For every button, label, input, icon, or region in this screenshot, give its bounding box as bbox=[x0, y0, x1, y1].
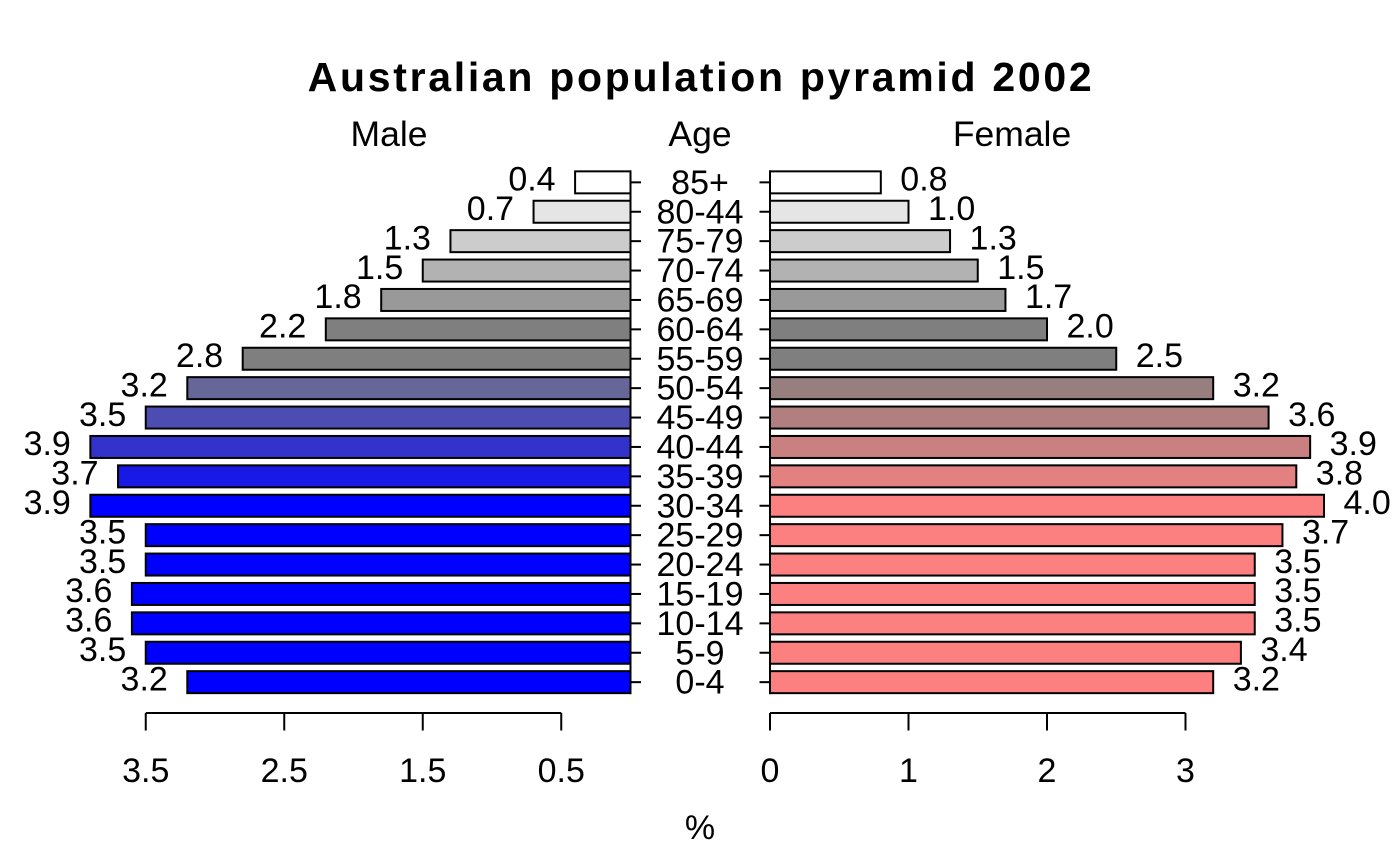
svg-text:0: 0 bbox=[761, 752, 780, 790]
svg-text:3.5: 3.5 bbox=[1274, 543, 1321, 581]
svg-text:3.7: 3.7 bbox=[51, 455, 98, 493]
svg-text:60-64: 60-64 bbox=[657, 311, 744, 349]
svg-text:3.6: 3.6 bbox=[65, 602, 112, 640]
svg-text:2.5: 2.5 bbox=[261, 752, 308, 790]
svg-text:30-34: 30-34 bbox=[657, 487, 744, 525]
svg-text:3.9: 3.9 bbox=[24, 425, 71, 463]
svg-text:3.5: 3.5 bbox=[79, 631, 126, 669]
svg-text:Age: Age bbox=[668, 114, 731, 154]
svg-text:25-29: 25-29 bbox=[657, 517, 744, 555]
svg-text:0-4: 0-4 bbox=[675, 664, 724, 702]
svg-text:3.2: 3.2 bbox=[121, 660, 168, 698]
svg-text:15-19: 15-19 bbox=[657, 575, 744, 613]
svg-text:50-54: 50-54 bbox=[657, 370, 744, 408]
svg-text:2.0: 2.0 bbox=[1067, 308, 1114, 346]
svg-text:80-44: 80-44 bbox=[657, 193, 744, 231]
svg-text:0.5: 0.5 bbox=[538, 752, 585, 790]
svg-text:Male: Male bbox=[351, 114, 428, 154]
svg-text:3.5: 3.5 bbox=[79, 396, 126, 434]
svg-text:85+: 85+ bbox=[671, 164, 729, 202]
svg-text:75-79: 75-79 bbox=[657, 223, 744, 261]
svg-text:2.5: 2.5 bbox=[1136, 337, 1183, 375]
svg-text:3.6: 3.6 bbox=[65, 572, 112, 610]
svg-text:1.5: 1.5 bbox=[399, 752, 446, 790]
svg-text:4.0: 4.0 bbox=[1344, 484, 1391, 522]
svg-text:2.2: 2.2 bbox=[259, 308, 306, 346]
svg-text:3.5: 3.5 bbox=[79, 513, 126, 551]
svg-text:3.7: 3.7 bbox=[1302, 513, 1349, 551]
svg-text:0.7: 0.7 bbox=[467, 190, 514, 228]
svg-text:10-14: 10-14 bbox=[657, 605, 744, 643]
svg-text:1.5: 1.5 bbox=[997, 249, 1044, 287]
svg-text:3.8: 3.8 bbox=[1316, 455, 1363, 493]
svg-text:45-49: 45-49 bbox=[657, 399, 744, 437]
svg-text:5-9: 5-9 bbox=[675, 634, 724, 672]
svg-text:3.9: 3.9 bbox=[24, 484, 71, 522]
svg-text:1.0: 1.0 bbox=[928, 190, 975, 228]
svg-text:70-74: 70-74 bbox=[657, 252, 744, 290]
svg-text:2: 2 bbox=[1038, 752, 1057, 790]
svg-text:Female: Female bbox=[953, 114, 1071, 154]
svg-text:1.7: 1.7 bbox=[1025, 278, 1072, 316]
svg-text:2.8: 2.8 bbox=[176, 337, 223, 375]
svg-text:1: 1 bbox=[899, 752, 918, 790]
svg-text:3.2: 3.2 bbox=[1233, 660, 1280, 698]
svg-text:55-59: 55-59 bbox=[657, 340, 744, 378]
svg-text:20-24: 20-24 bbox=[657, 546, 744, 584]
svg-text:3.5: 3.5 bbox=[122, 752, 169, 790]
svg-text:3.5: 3.5 bbox=[1274, 572, 1321, 610]
svg-text:3.2: 3.2 bbox=[121, 366, 168, 404]
svg-text:35-39: 35-39 bbox=[657, 458, 744, 496]
svg-text:40-44: 40-44 bbox=[657, 428, 744, 466]
svg-text:0.8: 0.8 bbox=[900, 161, 947, 199]
svg-text:3.9: 3.9 bbox=[1330, 425, 1377, 463]
svg-text:3.2: 3.2 bbox=[1233, 366, 1280, 404]
svg-text:%: % bbox=[685, 809, 715, 847]
svg-text:3.4: 3.4 bbox=[1260, 631, 1307, 669]
svg-text:3: 3 bbox=[1176, 752, 1195, 790]
svg-text:0.4: 0.4 bbox=[508, 161, 555, 199]
svg-text:3.6: 3.6 bbox=[1288, 396, 1335, 434]
svg-text:65-69: 65-69 bbox=[657, 281, 744, 319]
svg-text:1.5: 1.5 bbox=[356, 249, 403, 287]
svg-text:Australian population pyramid: Australian population pyramid 2002 bbox=[308, 54, 1095, 100]
svg-text:1.3: 1.3 bbox=[970, 219, 1017, 257]
svg-text:1.3: 1.3 bbox=[384, 219, 431, 257]
svg-text:1.8: 1.8 bbox=[314, 278, 361, 316]
svg-text:3.5: 3.5 bbox=[1274, 602, 1321, 640]
svg-text:3.5: 3.5 bbox=[79, 543, 126, 581]
